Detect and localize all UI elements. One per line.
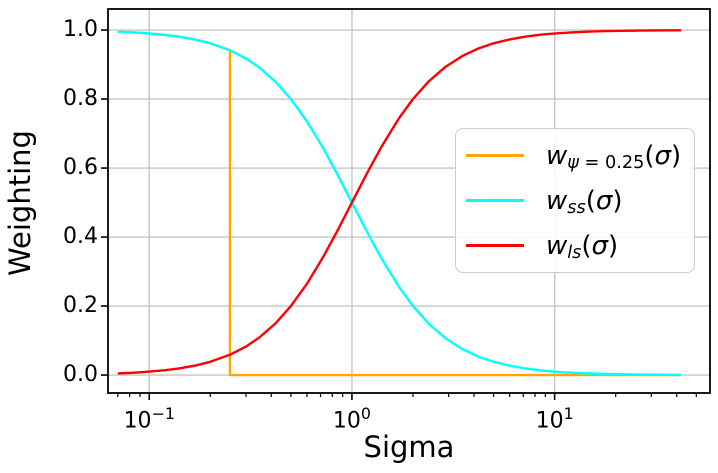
y-tick-label: 0.6	[63, 155, 98, 181]
legend-entry-w-ss: wss(σ)	[456, 186, 694, 216]
legend-label: wψ = 0.25(σ)	[546, 140, 682, 173]
legend-entry-w-ls: wls(σ)	[456, 231, 694, 261]
y-tick-label: 0.8	[63, 86, 98, 112]
curve-w_ls	[117, 29, 681, 375]
y-tick-label: 0.2	[63, 293, 98, 319]
curve-w_ss	[117, 30, 682, 377]
x-tick-label: 10−1	[123, 404, 175, 434]
legend-label: wss(σ)	[546, 185, 623, 218]
legend-swatch	[466, 244, 524, 247]
y-axis-title: Weighting	[3, 130, 37, 276]
legend-entry-w-psi-0.25: wψ = 0.25(σ)	[456, 141, 694, 171]
x-tick-label: 100	[332, 404, 371, 434]
y-tick-label: 0.4	[63, 224, 98, 250]
y-tick-label: 0.0	[63, 362, 98, 388]
x-axis-title: Sigma	[363, 430, 455, 464]
axes-spines	[107, 8, 711, 394]
legend-swatch	[466, 154, 524, 157]
legend-label: wls(σ)	[546, 230, 619, 263]
x-tick-label: 101	[535, 404, 574, 434]
y-tick-label: 1.0	[63, 17, 98, 43]
legend: wψ = 0.25(σ) wss(σ) wls(σ)	[455, 128, 695, 273]
legend-swatch	[466, 199, 524, 202]
